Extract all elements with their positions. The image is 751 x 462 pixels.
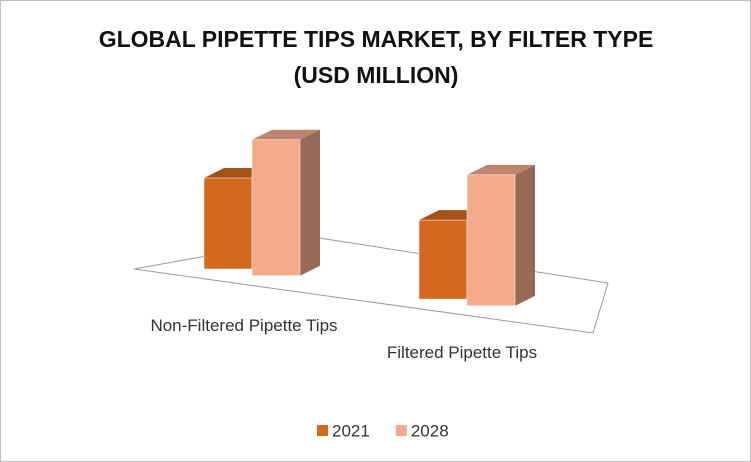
bar (466, 174, 516, 307)
category-label: Non-Filtered Pipette Tips (150, 316, 338, 335)
legend-label: 2028 (411, 421, 449, 440)
bar (251, 139, 301, 276)
legend-swatch (317, 425, 328, 436)
bar (203, 177, 253, 270)
legend-swatch (395, 425, 407, 436)
bar-side (300, 129, 320, 276)
bar (418, 219, 468, 300)
chart-title: GLOBAL PIPETTE TIPS MARKET, BY FILTER TY… (98, 26, 654, 88)
bar-side (515, 164, 535, 306)
category-label: Filtered Pipette Tips (386, 343, 538, 362)
bar-top (467, 164, 535, 175)
bar-top (252, 129, 320, 140)
legend-label: 2021 (332, 421, 370, 440)
